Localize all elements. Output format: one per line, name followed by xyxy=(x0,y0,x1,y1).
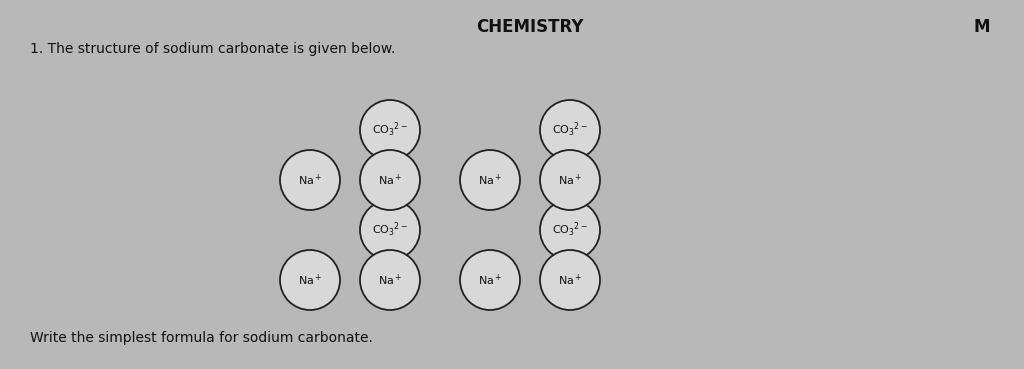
Text: CO$_3$$^{2-}$: CO$_3$$^{2-}$ xyxy=(372,121,408,139)
Text: Na$^+$: Na$^+$ xyxy=(478,272,502,288)
Circle shape xyxy=(540,200,600,260)
Text: Na$^+$: Na$^+$ xyxy=(378,272,402,288)
Circle shape xyxy=(540,100,600,160)
Text: Na$^+$: Na$^+$ xyxy=(558,172,583,188)
Text: Na$^+$: Na$^+$ xyxy=(378,172,402,188)
Text: Na$^+$: Na$^+$ xyxy=(478,172,502,188)
Circle shape xyxy=(360,100,420,160)
Text: Na$^+$: Na$^+$ xyxy=(298,272,323,288)
Circle shape xyxy=(360,150,420,210)
Text: Write the simplest formula for sodium carbonate.: Write the simplest formula for sodium ca… xyxy=(30,331,373,345)
Text: 1. The structure of sodium carbonate is given below.: 1. The structure of sodium carbonate is … xyxy=(30,42,395,56)
Circle shape xyxy=(540,250,600,310)
Circle shape xyxy=(460,150,520,210)
Circle shape xyxy=(360,200,420,260)
Text: Na$^+$: Na$^+$ xyxy=(298,172,323,188)
Circle shape xyxy=(460,250,520,310)
Text: M: M xyxy=(974,18,990,36)
Circle shape xyxy=(280,150,340,210)
Text: CO$_3$$^{2-}$: CO$_3$$^{2-}$ xyxy=(372,221,408,239)
Text: CO$_3$$^{2-}$: CO$_3$$^{2-}$ xyxy=(552,221,588,239)
Circle shape xyxy=(540,150,600,210)
Circle shape xyxy=(280,250,340,310)
Text: CO$_3$$^{2-}$: CO$_3$$^{2-}$ xyxy=(552,121,588,139)
Text: Na$^+$: Na$^+$ xyxy=(558,272,583,288)
Text: CHEMISTRY: CHEMISTRY xyxy=(476,18,584,36)
Circle shape xyxy=(360,250,420,310)
